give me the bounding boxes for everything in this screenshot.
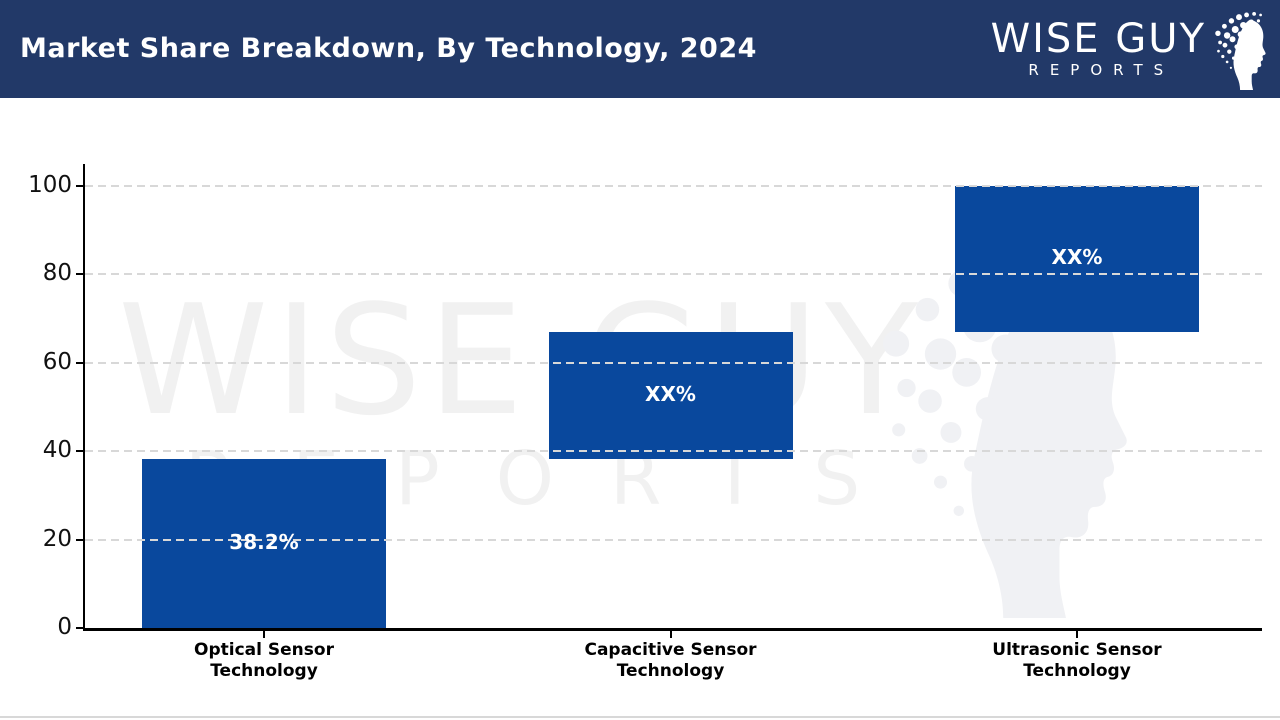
category-label-3: Ultrasonic Sensor Technology: [992, 640, 1162, 681]
x-axis-tick-2: [669, 630, 672, 638]
bar-value-label-1: 38.2%: [229, 529, 299, 554]
y-axis-tick-40: [76, 450, 85, 453]
x-axis-tick-3: [1076, 630, 1078, 638]
y-axis-label-80: 80: [42, 260, 72, 287]
y-axis-label-60: 60: [42, 348, 72, 375]
gridline-100: [85, 185, 1262, 188]
logo-text: WISE GUY REPORTS: [991, 19, 1206, 79]
y-axis-label-20: 20: [42, 525, 72, 552]
bar-value-label-3: XX%: [1051, 245, 1103, 270]
bar-2: [548, 332, 793, 460]
y-axis-tick-60: [76, 361, 85, 364]
y-axis-tick-20: [76, 538, 85, 541]
chart-title: Market Share Breakdown, By Technology, 2…: [20, 33, 757, 64]
brand-logo: WISE GUY REPORTS: [991, 6, 1266, 92]
header-bar: Market Share Breakdown, By Technology, 2…: [0, 0, 1280, 98]
y-axis-tick-0: [76, 627, 85, 629]
logo-head-icon: [1215, 11, 1266, 90]
gridline-40: [85, 450, 1262, 453]
bar-1: [142, 459, 386, 628]
y-axis-tick-100: [76, 185, 85, 188]
x-axis-tick-1: [263, 630, 265, 638]
y-axis-tick-80: [76, 273, 85, 276]
x-axis-spine: [83, 628, 1262, 631]
bar-value-label-2: XX%: [645, 381, 696, 406]
watermark-wordmark: WISE GUY: [118, 272, 924, 449]
category-label-2: Capacitive Sensor Technology: [584, 640, 757, 681]
gridline-60: [85, 361, 1262, 364]
logo-wordmark: WISE GUY: [990, 16, 1206, 62]
y-axis-label-100: 100: [28, 172, 72, 199]
logo-subtext: REPORTS: [1028, 61, 1175, 79]
y-axis-label-40: 40: [42, 437, 72, 464]
y-axis-label-0: 0: [57, 614, 72, 640]
y-axis-spine: [83, 164, 85, 630]
bottom-border: [0, 716, 1280, 718]
gridline-80: [85, 273, 1262, 276]
gridline-20: [85, 538, 1262, 541]
category-label-1: Optical Sensor Technology: [194, 640, 334, 681]
